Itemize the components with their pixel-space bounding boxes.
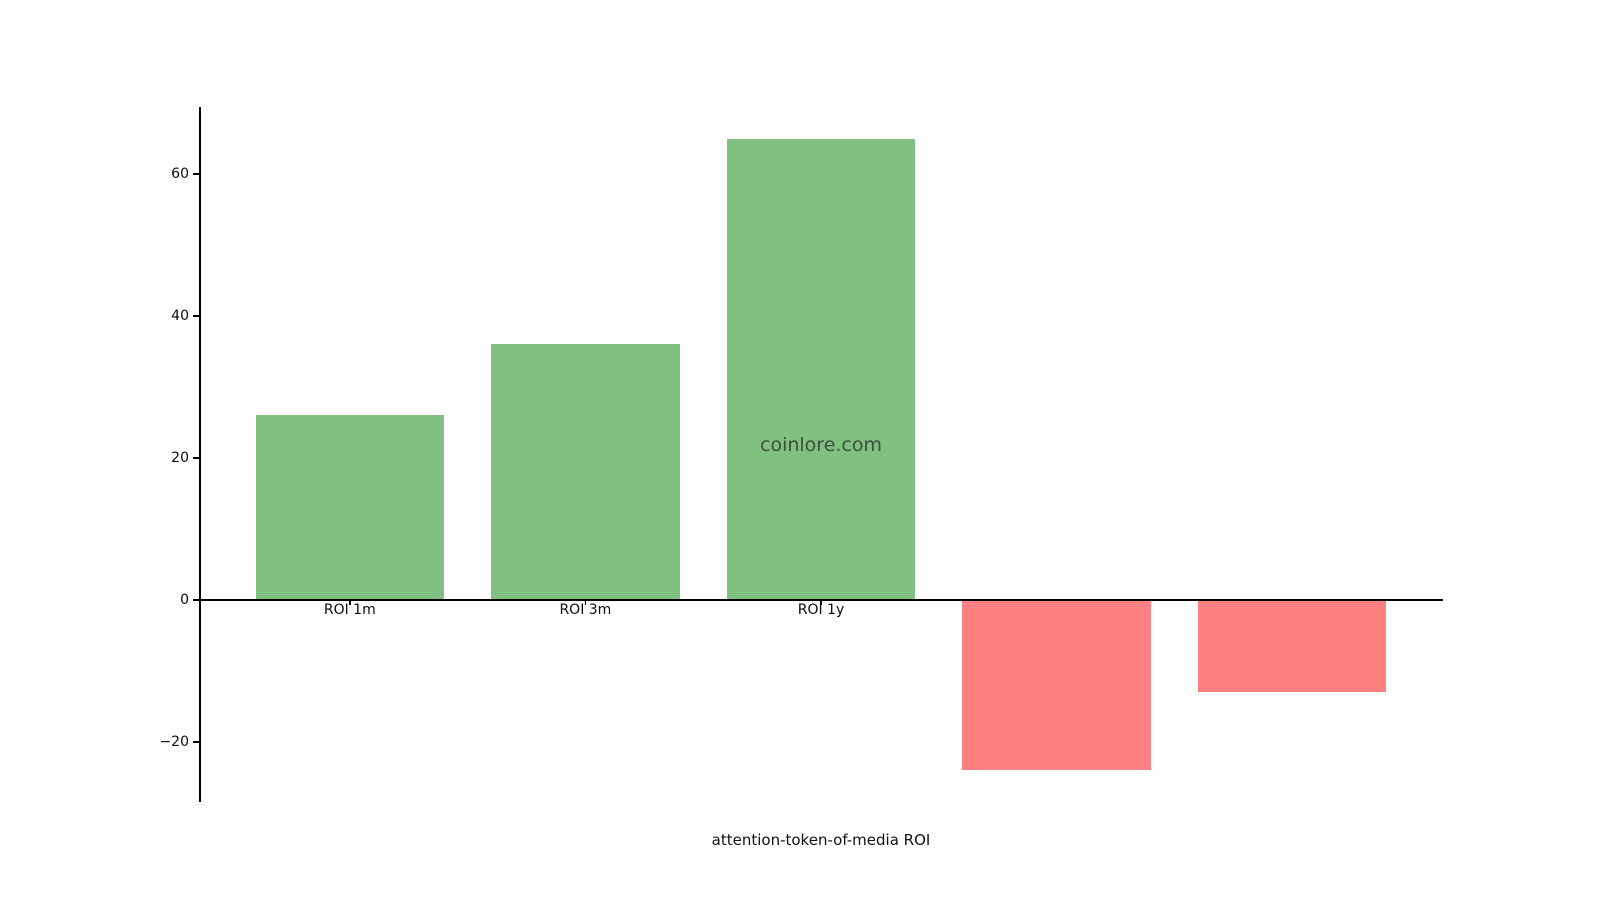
y-tick-label: 40 [171, 308, 189, 325]
y-tick-label: 20 [171, 450, 189, 467]
bar-neg-3 [962, 600, 1151, 771]
y-tick-label: 0 [180, 592, 189, 609]
y-tick-mark [193, 457, 199, 459]
x-tick-label-roi-1y: ROI 1y [797, 602, 845, 619]
y-tick-mark [193, 173, 199, 175]
y-tick-mark [193, 599, 199, 601]
bar-roi-3m [491, 344, 680, 601]
chart-title: attention-token-of-media ROI [711, 831, 931, 849]
x-tick-mark [820, 600, 822, 606]
y-tick-label: 60 [171, 166, 189, 183]
bar-roi-1m [255, 415, 445, 601]
bar-roi-1y [726, 138, 916, 601]
watermark: coinlore.com [760, 434, 882, 456]
y-tick-mark [193, 741, 199, 743]
x-tick-label-roi-3m: ROI 3m [559, 602, 612, 619]
y-tick-mark [193, 315, 199, 317]
y-tick-label: −20 [159, 734, 189, 750]
bar-neg-4 [1197, 600, 1387, 693]
y-axis-spine [199, 107, 201, 802]
x-tick-mark [349, 600, 351, 606]
x-tick-mark [584, 600, 587, 606]
x-tick-label-roi-1m: ROI 1m [323, 602, 376, 619]
